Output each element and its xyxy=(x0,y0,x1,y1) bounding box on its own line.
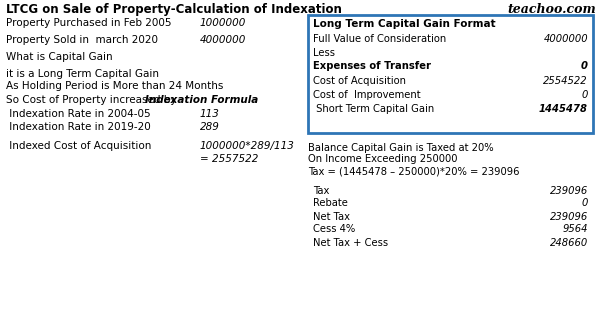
Text: On Income Exceeding 250000: On Income Exceeding 250000 xyxy=(308,155,457,165)
Text: Cost of  Improvement: Cost of Improvement xyxy=(313,90,421,100)
Text: LTCG on Sale of Property-Calculation of Indexation: LTCG on Sale of Property-Calculation of … xyxy=(6,3,342,16)
Text: Indexed Cost of Acquisition: Indexed Cost of Acquisition xyxy=(6,141,151,151)
Text: Net Tax + Cess: Net Tax + Cess xyxy=(313,237,388,247)
Text: 1000000*289/113: 1000000*289/113 xyxy=(200,141,295,151)
Text: Short Term Capital Gain: Short Term Capital Gain xyxy=(313,105,435,115)
Text: Tax = (1445478 – 250000)*20% = 239096: Tax = (1445478 – 250000)*20% = 239096 xyxy=(308,166,519,176)
Text: = 2557522: = 2557522 xyxy=(200,154,258,164)
Text: Property Sold in  march 2020: Property Sold in march 2020 xyxy=(6,35,158,45)
Text: Rebate: Rebate xyxy=(313,198,348,208)
Text: What is Capital Gain: What is Capital Gain xyxy=(6,52,112,62)
Text: 239096: 239096 xyxy=(550,185,588,195)
Text: 289: 289 xyxy=(200,122,220,132)
Text: 113: 113 xyxy=(200,109,220,119)
Text: Cost of Acquisition: Cost of Acquisition xyxy=(313,76,406,86)
Text: 248660: 248660 xyxy=(550,237,588,247)
Text: Indexation Formula: Indexation Formula xyxy=(145,95,258,105)
Text: Long Term Capital Gain Format: Long Term Capital Gain Format xyxy=(313,19,496,29)
Text: As Holding Period is More than 24 Months: As Holding Period is More than 24 Months xyxy=(6,81,224,91)
Text: 4000000: 4000000 xyxy=(200,35,246,45)
Text: 1000000: 1000000 xyxy=(200,18,246,28)
Text: it is a Long Term Capital Gain: it is a Long Term Capital Gain xyxy=(6,69,159,79)
Text: 239096: 239096 xyxy=(550,211,588,221)
Text: Property Purchased in Feb 2005: Property Purchased in Feb 2005 xyxy=(6,18,171,28)
FancyBboxPatch shape xyxy=(308,15,593,133)
Text: Expenses of Transfer: Expenses of Transfer xyxy=(313,61,431,71)
Text: teachoo.com: teachoo.com xyxy=(507,3,596,16)
Text: 0: 0 xyxy=(581,61,588,71)
Text: Net Tax: Net Tax xyxy=(313,211,350,221)
Text: Less: Less xyxy=(313,49,335,59)
Text: 0: 0 xyxy=(582,90,588,100)
Text: 0: 0 xyxy=(582,198,588,208)
Text: Full Value of Consideration: Full Value of Consideration xyxy=(313,34,447,44)
Text: 2554522: 2554522 xyxy=(543,76,588,86)
Text: Balance Capital Gain is Taxed at 20%: Balance Capital Gain is Taxed at 20% xyxy=(308,143,493,153)
Text: Indexation Rate in 2004-05: Indexation Rate in 2004-05 xyxy=(6,109,151,119)
Text: 9564: 9564 xyxy=(563,224,588,234)
Text: 4000000: 4000000 xyxy=(543,34,588,44)
Text: 1445478: 1445478 xyxy=(539,105,588,115)
Text: Indexation Rate in 2019-20: Indexation Rate in 2019-20 xyxy=(6,122,151,132)
Text: Cess 4%: Cess 4% xyxy=(313,224,355,234)
Text: So Cost of Property increased by: So Cost of Property increased by xyxy=(6,95,180,105)
Text: Tax: Tax xyxy=(313,185,329,195)
